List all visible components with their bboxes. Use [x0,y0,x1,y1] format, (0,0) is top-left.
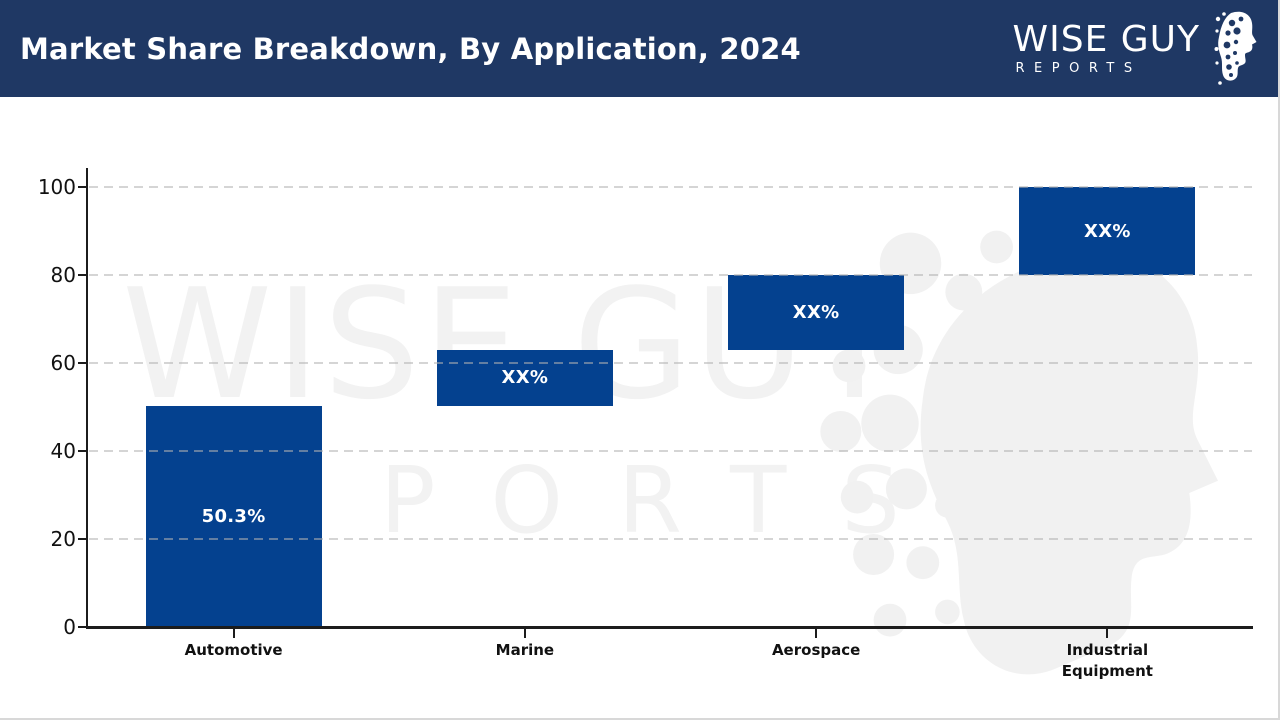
y-tick-60 [78,362,86,364]
y-tick-label-20: 20 [50,527,76,551]
y-tick-label-40: 40 [50,439,76,463]
y-tick-20 [78,538,86,540]
x-tick-label-2: Marine [495,641,555,659]
logo-face-icon [1214,11,1257,85]
page-title: Market Share Breakdown, By Application, … [20,31,801,66]
bar-automotive: 50.3% [145,405,322,627]
y-tick-label-60: 60 [50,351,76,375]
y-tick-label-100: 100 [37,175,76,199]
bar-aerospace: XX% [728,275,905,350]
logo-text: WISE GUY REPORTS [1012,18,1201,76]
x-tick-label-1: Automotive [184,641,283,659]
y-tick-label-0: 0 [63,615,76,639]
y-axis-line [86,168,88,629]
y-tick-0 [78,626,86,628]
logo-wordmark: WISE GUY [1012,18,1200,60]
bar-industrial-equipment: XX% [1019,187,1196,275]
bar-value-label: XX% [792,301,840,323]
x-tick-label-4: Industrial Equipment [1061,641,1153,680]
x-tick-2 [523,629,526,638]
bar-value-label: XX% [501,367,549,389]
bar-marine: XX% [436,349,613,406]
bars-layer: 50.3% XX% XX% XX% [0,97,1278,718]
bar-value-label: 50.3% [201,505,266,527]
x-tick-4 [1106,629,1109,638]
logo-subtext: REPORTS [1015,60,1142,76]
y-tick-label-80: 80 [50,263,76,287]
x-tick-1 [232,629,235,638]
y-tick-100 [78,186,86,188]
y-tick-80 [78,274,86,276]
x-tick-3 [815,629,818,638]
brand-logo: WISE GUY REPORTS [1013,9,1269,89]
x-axis-line [86,626,1253,629]
header: Market Share Breakdown, By Application, … [0,0,1278,97]
bar-value-label: XX% [1084,220,1131,242]
x-tick-label-3: Aerospace [771,641,861,659]
axis-layer: 0 20 40 60 80 100 Automotive Marine Aerospace Ind… [0,97,1278,718]
y-tick-40 [78,450,86,452]
chart-canvas: WISE GUY REPORTS 50.3% XX% XX% XX% 0 20 40 60 8… [0,97,1278,718]
